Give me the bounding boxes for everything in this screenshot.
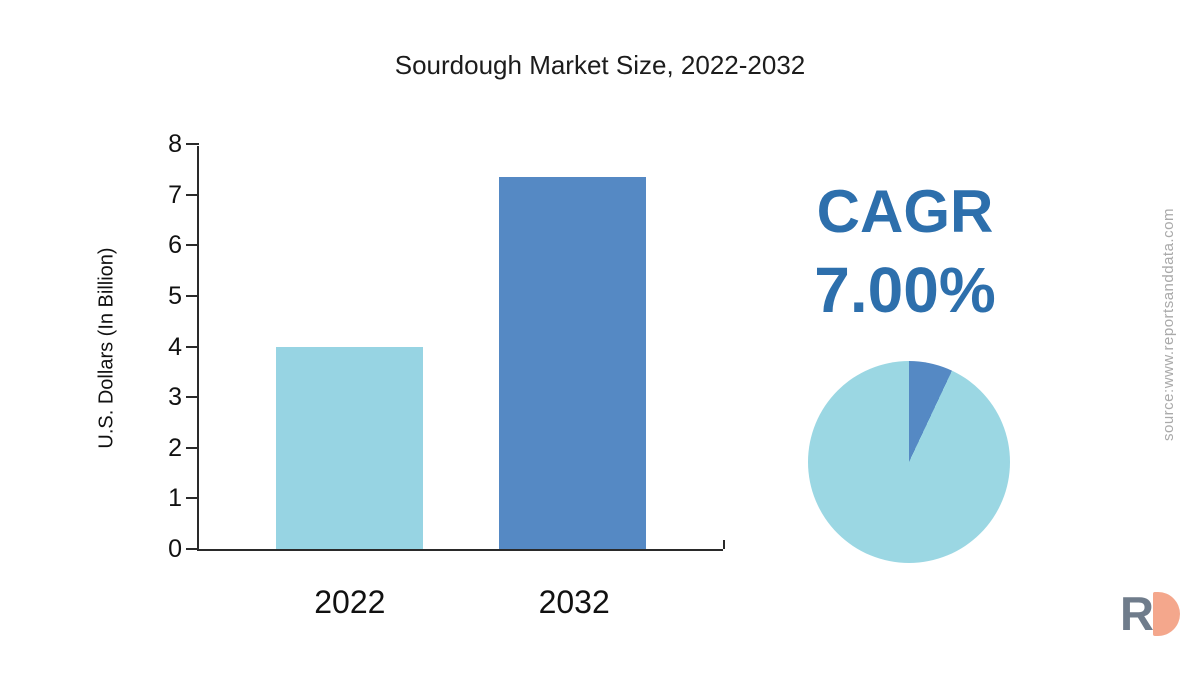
brand-logo: R xyxy=(1120,587,1180,640)
x-tick-label: 2032 xyxy=(538,584,610,620)
logo-letter-r: R xyxy=(1120,587,1154,640)
cagr-block: CAGR 7.00% xyxy=(785,178,1025,326)
y-tick-label: 0 xyxy=(168,535,182,563)
bars xyxy=(199,146,723,549)
pie-chart xyxy=(808,361,1010,563)
y-tick-label: 5 xyxy=(168,281,182,310)
y-tick-label: 1 xyxy=(168,484,182,513)
y-tick-mark xyxy=(186,548,199,550)
cagr-label: CAGR xyxy=(816,178,994,245)
y-tick-label: 2 xyxy=(168,433,182,462)
y-tick-mark xyxy=(186,497,199,500)
y-tick-mark xyxy=(186,345,199,348)
y-axis-label: U.S. Dollars (In Billion) xyxy=(95,247,118,449)
y-tick-mark xyxy=(186,446,199,449)
x-axis-labels: 2022 2032 xyxy=(199,584,725,621)
y-tick-mark xyxy=(186,143,199,145)
x-axis-end-tick xyxy=(723,540,725,549)
y-tick-label: 4 xyxy=(168,332,182,361)
y-tick-label: 7 xyxy=(168,180,182,209)
x-tick-label: 2022 xyxy=(314,584,386,620)
logo-d-icon xyxy=(1152,592,1180,636)
bar-2032 xyxy=(499,176,647,549)
plot-area: 0 1 2 3 4 5 6 7 8 xyxy=(168,132,725,562)
y-tick-label: 8 xyxy=(168,130,182,158)
bar-2022 xyxy=(275,346,423,549)
page-title: Sourdough Market Size, 2022-2032 xyxy=(394,50,806,80)
y-tick-mark xyxy=(186,244,199,247)
y-tick-mark xyxy=(186,193,199,196)
y-tick-label: 3 xyxy=(168,383,182,412)
y-tick-mark xyxy=(186,294,199,297)
y-tick-mark xyxy=(186,396,199,399)
cagr-value: 7.00% xyxy=(814,254,996,326)
y-tick-label: 6 xyxy=(168,231,182,260)
source-watermark: source:www.reportsanddata.com xyxy=(1160,208,1177,442)
